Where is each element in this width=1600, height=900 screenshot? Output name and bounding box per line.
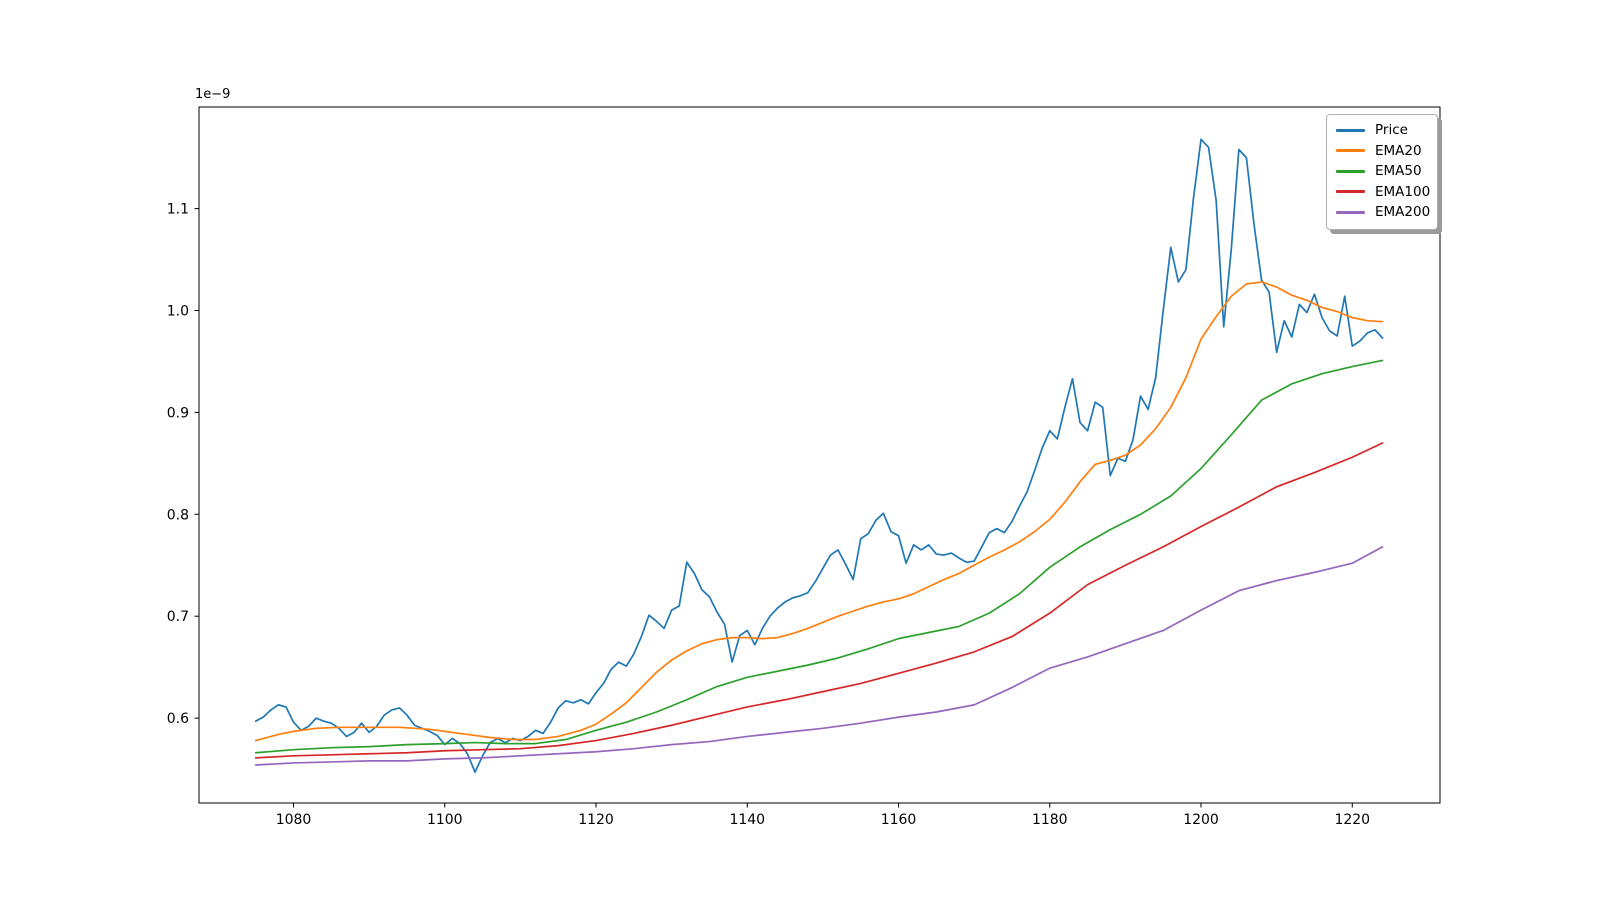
x-tick-label: 1220 xyxy=(1334,812,1370,828)
legend-item-ema100: EMA100 xyxy=(1336,182,1431,203)
x-tick-label: 1180 xyxy=(1032,812,1068,828)
ema50-line xyxy=(254,359,1384,754)
y-tick-label: 0.6 xyxy=(167,711,189,727)
legend-line-swatch xyxy=(1336,128,1365,132)
legend: Price EMA20 EMA50 EMA100 EMA200 xyxy=(1326,114,1438,230)
axes-frame xyxy=(198,106,1441,804)
legend-label: EMA50 xyxy=(1375,163,1422,180)
legend-item-ema50: EMA50 xyxy=(1336,161,1428,182)
x-tick-label: 1100 xyxy=(427,812,463,828)
legend-label: EMA100 xyxy=(1375,183,1431,200)
legend-line-swatch xyxy=(1336,149,1365,153)
ema100-line xyxy=(254,442,1384,759)
x-tick-label: 1200 xyxy=(1183,812,1219,828)
x-tick-label: 1160 xyxy=(881,812,917,828)
y-tick-label: 0.8 xyxy=(167,507,189,523)
ema20-line xyxy=(254,281,1384,742)
legend-item-ema20: EMA20 xyxy=(1336,141,1428,162)
y-tick-label: 0.9 xyxy=(167,405,189,421)
legend-label: EMA20 xyxy=(1375,142,1422,159)
legend-line-swatch xyxy=(1336,210,1365,214)
legend-line-swatch xyxy=(1336,169,1365,173)
ema200-line xyxy=(254,546,1384,766)
y-axis-offset-text: 1e−9 xyxy=(195,87,230,102)
legend-line-swatch xyxy=(1336,190,1365,194)
y-tick-label: 1.1 xyxy=(167,202,189,218)
x-tick-label: 1080 xyxy=(276,812,312,828)
legend-label: EMA200 xyxy=(1375,204,1431,221)
legend-label: Price xyxy=(1375,122,1408,139)
x-tick-label: 1140 xyxy=(729,812,765,828)
legend-item-price: Price xyxy=(1336,120,1428,141)
y-tick-label: 0.7 xyxy=(167,609,189,625)
legend-item-ema200: EMA200 xyxy=(1336,202,1431,223)
x-tick-label: 1120 xyxy=(578,812,614,828)
y-tick-label: 1.0 xyxy=(167,304,189,320)
